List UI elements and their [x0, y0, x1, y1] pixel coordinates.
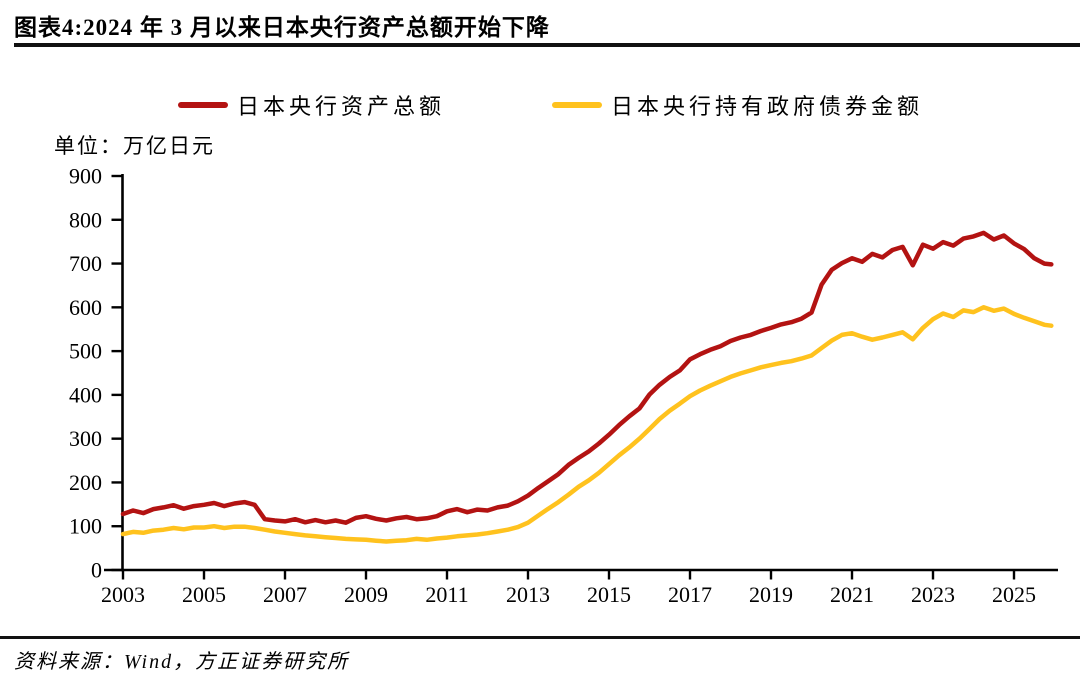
title-divider-rule	[14, 43, 1080, 47]
x-axis-tick-label: 2021	[830, 582, 874, 607]
y-axis-tick-label: 900	[69, 164, 102, 189]
footer-divider-rule	[0, 636, 1080, 639]
legend-item-total-assets: 日本央行资产总额	[178, 90, 445, 120]
x-axis-tick-label: 2009	[344, 582, 388, 607]
axis-unit-label: 单位：万亿日元	[54, 134, 215, 158]
y-axis-tick-label: 100	[69, 514, 102, 539]
y-axis-tick-label: 800	[69, 207, 102, 232]
y-axis-tick-label: 600	[69, 295, 102, 320]
y-axis-tick-label: 700	[69, 251, 102, 276]
series-line-jgb-holdings	[120, 305, 1054, 544]
x-axis-tick-label: 2015	[587, 582, 631, 607]
x-axis-tick-label: 2007	[263, 582, 307, 607]
legend-label-total-assets: 日本央行资产总额	[237, 94, 446, 119]
legend-item-jgb-holdings: 日本央行持有政府债券金额	[552, 90, 923, 120]
y-axis-tick-label: 200	[69, 470, 102, 495]
x-axis-tick-label: 2025	[992, 582, 1036, 607]
legend-label-jgb-holdings: 日本央行持有政府债券金额	[611, 94, 924, 119]
x-axis-tick-label: 2019	[749, 582, 793, 607]
y-axis-tick-label: 300	[69, 426, 102, 451]
x-axis-tick-label: 2005	[182, 582, 226, 607]
x-axis-tick-label: 2011	[425, 582, 468, 607]
legend-swatch-red-line-icon	[178, 101, 228, 109]
x-axis-tick-label: 2023	[911, 582, 955, 607]
x-axis-tick-label: 2013	[506, 582, 550, 607]
y-axis-tick-label: 0	[91, 558, 102, 583]
source-note: 资料来源：Wind，方正证券研究所	[14, 651, 350, 673]
y-axis-tick-label: 500	[69, 339, 102, 364]
x-axis-tick-label: 2003	[101, 582, 145, 607]
legend-swatch-yellow-line-icon	[552, 101, 602, 109]
y-axis-tick-label: 400	[69, 382, 102, 407]
figure-title: 图表4:2024 年 3 月以来日本央行资产总额开始下降	[14, 15, 550, 40]
x-axis-tick-label: 2017	[668, 582, 712, 607]
series-line-total-assets	[120, 230, 1054, 525]
